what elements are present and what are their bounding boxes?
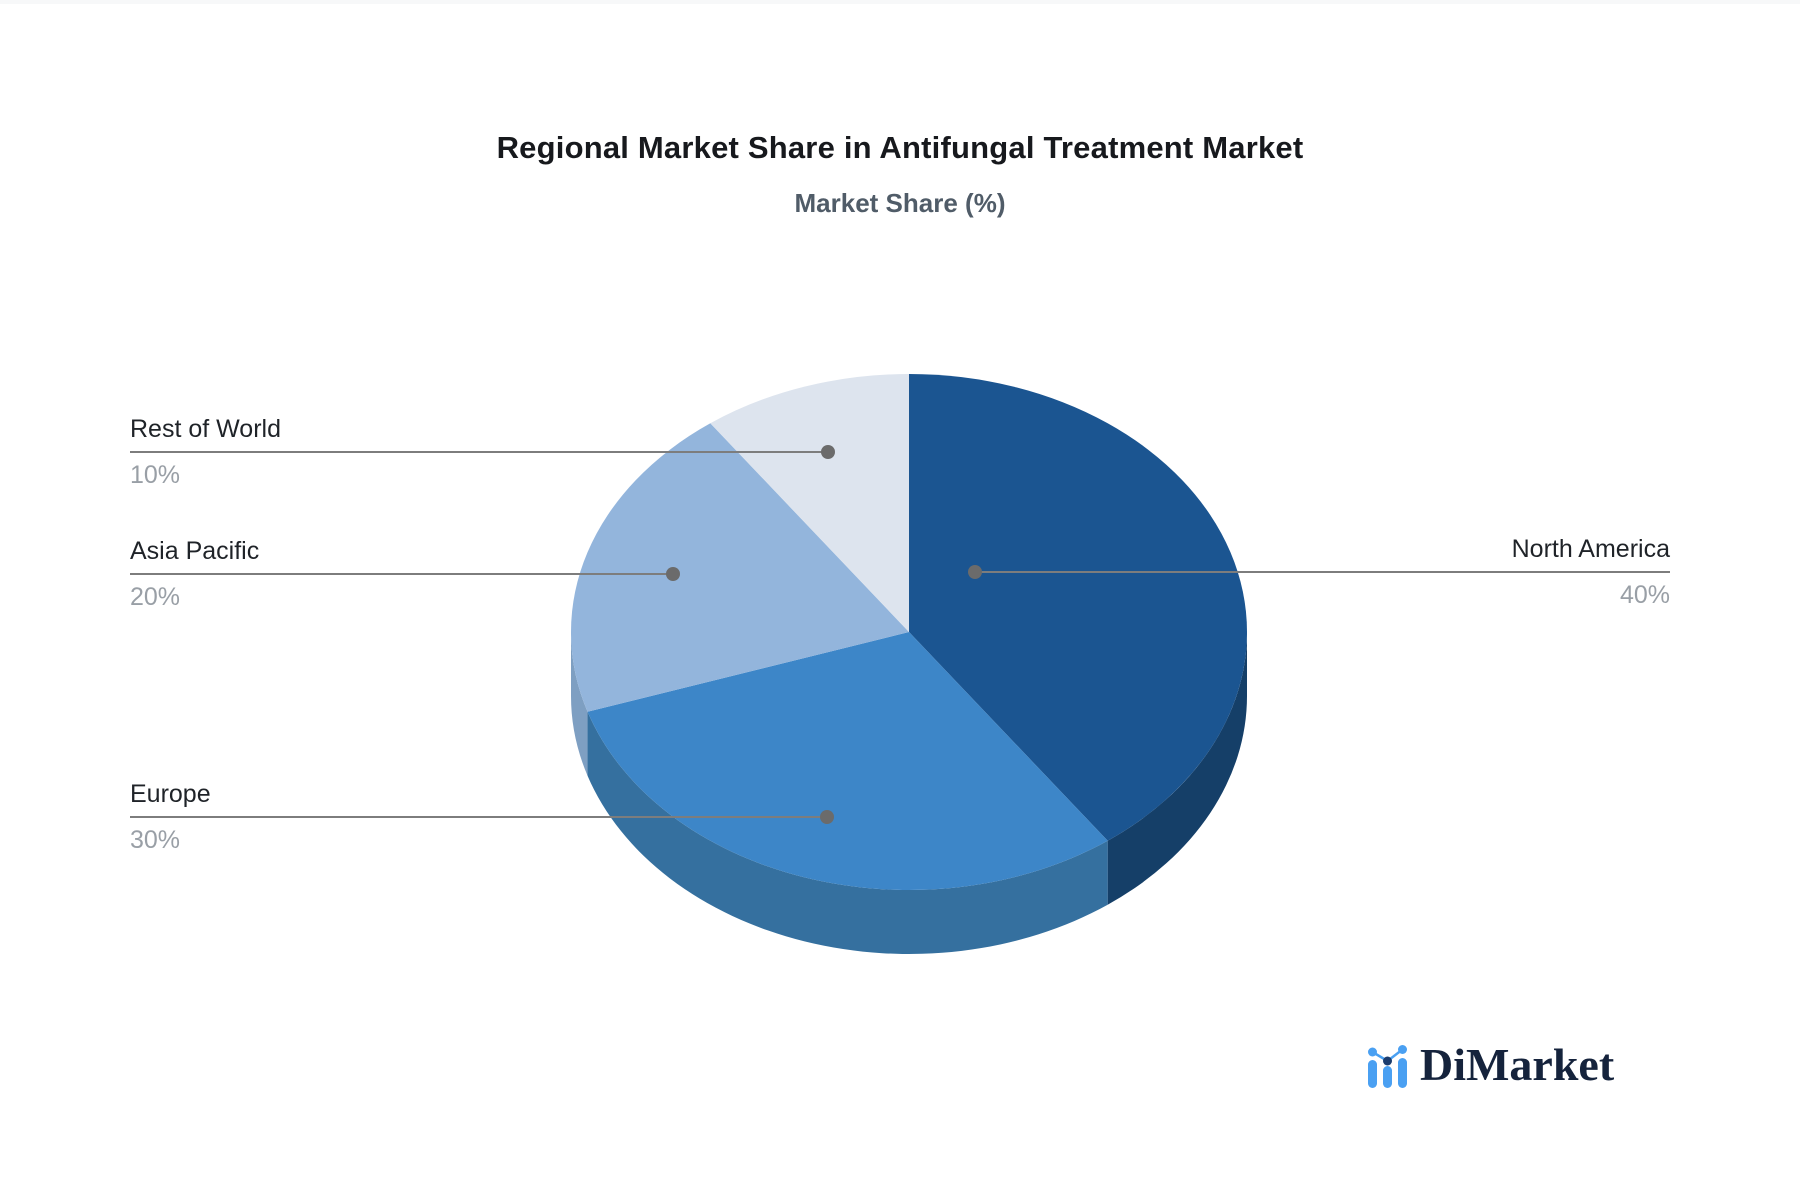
slice-name: Europe	[130, 780, 211, 808]
top-strip	[0, 0, 1800, 4]
leader-dot-north-america	[968, 565, 982, 579]
leader-dot-rest-of-world	[821, 445, 835, 459]
label-north-america: North America 40%	[1512, 534, 1670, 610]
dimarket-wordmark: DiMarket	[1420, 1039, 1615, 1090]
bar-chart-logo-icon	[1368, 1045, 1407, 1088]
slice-percent: 40%	[1619, 581, 1670, 609]
pie-side-north-america	[1107, 632, 1247, 905]
slice-name: Rest of World	[130, 415, 281, 443]
label-rest-of-world: Rest of World 10%	[130, 414, 281, 490]
dimarket-logo: DiMarket	[1366, 1040, 1614, 1090]
page-title: Regional Market Share in Antifungal Trea…	[496, 130, 1304, 165]
pie-slice-europe[interactable]	[587, 632, 1108, 891]
page-subtitle: Market Share (%)	[794, 188, 1006, 218]
chart-header: Regional Market Share in Antifungal Trea…	[0, 128, 1800, 220]
leader-dot-asia-pacific	[666, 567, 680, 581]
pie-slice-asia-pacific[interactable]	[570, 423, 909, 712]
leader-dot-europe	[820, 810, 834, 824]
pie-side-europe	[587, 711, 1108, 955]
slice-percent: 20%	[130, 583, 181, 611]
label-europe: Europe 30%	[130, 779, 211, 855]
slice-name: Asia Pacific	[130, 537, 260, 565]
pie-slice-rest-of-world[interactable]	[710, 374, 909, 632]
slice-percent: 30%	[130, 826, 181, 854]
slice-name: North America	[1511, 535, 1670, 563]
pie-slice-north-america[interactable]	[909, 374, 1248, 841]
slice-percent: 10%	[130, 461, 181, 489]
label-asia-pacific: Asia Pacific 20%	[130, 536, 259, 612]
pie-side-asia-pacific	[571, 632, 588, 776]
